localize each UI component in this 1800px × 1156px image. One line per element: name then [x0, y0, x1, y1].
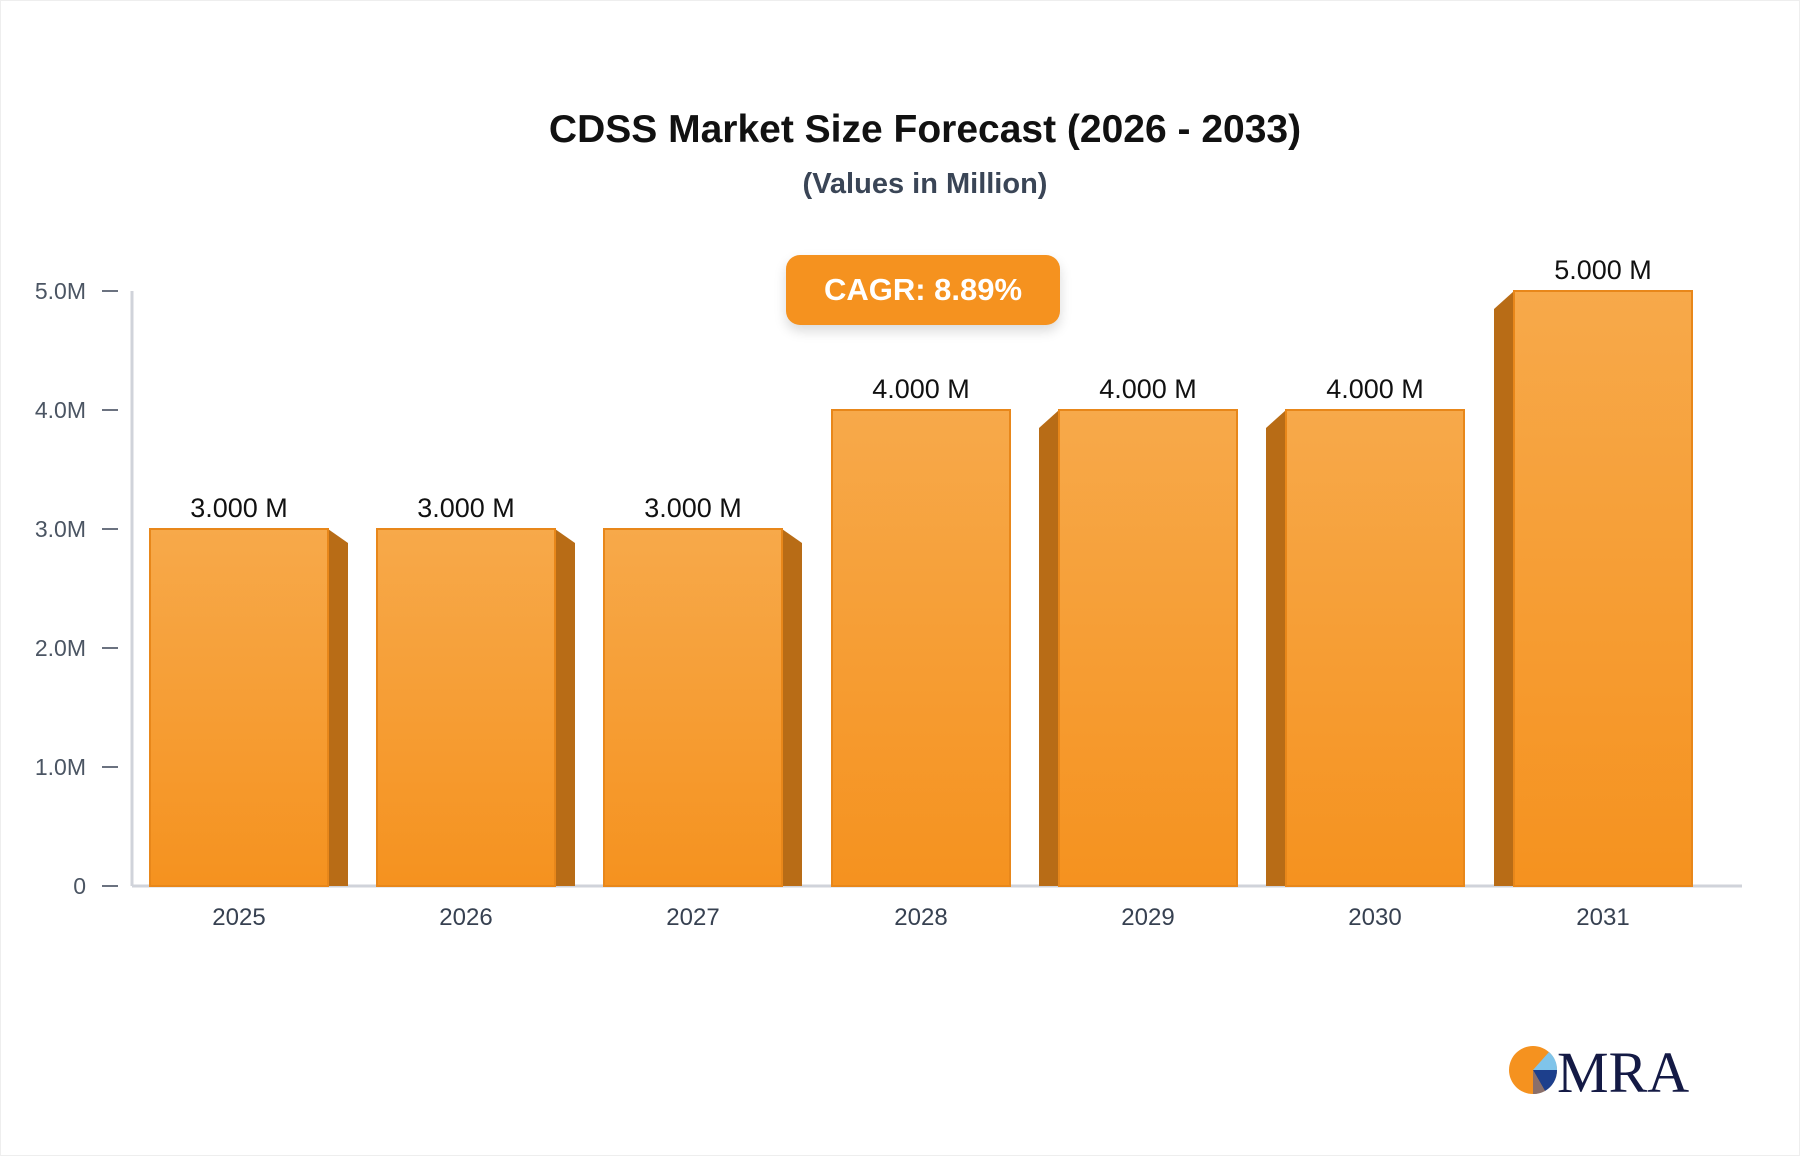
data-label: 4.000 M — [1326, 374, 1424, 404]
x-tick-label: 2030 — [1348, 904, 1401, 931]
chart-subtitle: (Values in Million) — [802, 168, 1048, 200]
bar-side — [782, 529, 802, 886]
bar-side — [555, 529, 575, 886]
cagr-badge: CAGR: 8.89% — [786, 255, 1060, 325]
bar-side — [1494, 291, 1514, 886]
mra-logo: MRA — [1509, 1040, 1689, 1100]
x-tick-label: 2029 — [1121, 904, 1174, 931]
bar — [1513, 290, 1693, 887]
x-tick-label: 2026 — [439, 904, 492, 931]
data-label: 4.000 M — [872, 374, 970, 404]
y-tick-label: 4.0M — [35, 397, 86, 423]
svg-text:MRA: MRA — [1557, 1040, 1689, 1100]
x-tick-label: 2027 — [666, 904, 719, 931]
data-label: 3.000 M — [644, 493, 742, 523]
x-tick-label: 2028 — [894, 904, 947, 931]
bar — [149, 528, 329, 887]
bar — [1058, 409, 1238, 887]
y-tick-label: 3.0M — [35, 516, 86, 542]
bar — [603, 528, 783, 887]
bar-side — [328, 529, 348, 886]
bar — [376, 528, 556, 887]
y-tick-label: 5.0M — [35, 278, 86, 304]
y-tick-label: 2.0M — [35, 635, 86, 661]
data-label: 4.000 M — [1099, 374, 1197, 404]
x-tick-label: 2025 — [212, 904, 265, 931]
data-label: 3.000 M — [190, 493, 288, 523]
x-tick-label: 2031 — [1576, 904, 1629, 931]
data-label: 5.000 M — [1554, 255, 1652, 285]
y-tick-label: 0 — [73, 873, 86, 899]
bar — [831, 409, 1011, 887]
bar-side — [1039, 410, 1059, 886]
bar — [1285, 409, 1465, 887]
bar-side — [1266, 410, 1286, 886]
chart-title: CDSS Market Size Forecast (2026 - 2033) — [548, 108, 1302, 151]
data-label: 3.000 M — [417, 493, 515, 523]
y-tick-label: 1.0M — [35, 754, 86, 780]
